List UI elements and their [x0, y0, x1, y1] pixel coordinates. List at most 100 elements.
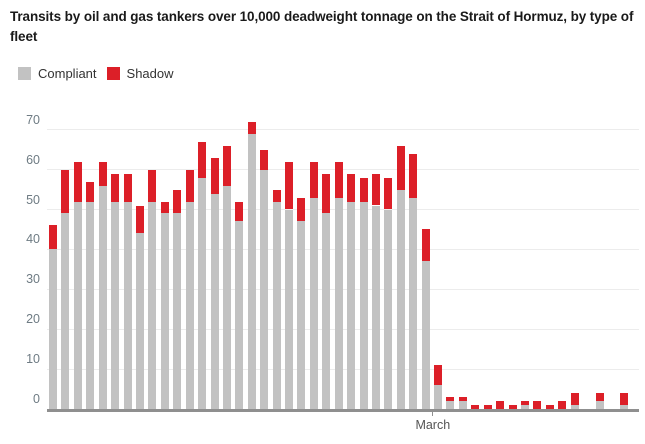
- bar-compliant-segment: [98, 185, 107, 409]
- bar-compliant-segment: [595, 401, 604, 409]
- gridline: [47, 248, 639, 250]
- bar-compliant-segment: [185, 201, 194, 409]
- bar-compliant-segment: [458, 401, 467, 409]
- legend: Compliant Shadow: [18, 66, 184, 81]
- bar-compliant-segment: [620, 405, 629, 409]
- bar-shadow-segment: [123, 173, 132, 202]
- bar-shadow-segment: [570, 393, 579, 405]
- bar-shadow-segment: [210, 157, 219, 194]
- bar-compliant-segment: [160, 213, 169, 409]
- y-axis-tick-label: 70: [26, 112, 40, 127]
- bar-compliant-segment: [334, 197, 343, 409]
- bar-shadow-segment: [446, 397, 455, 401]
- bar-shadow-segment: [496, 401, 505, 409]
- gridline: [47, 288, 639, 290]
- bar-shadow-segment: [198, 141, 206, 178]
- legend-label-shadow: Shadow: [126, 66, 174, 81]
- bar-compliant-segment: [173, 213, 182, 409]
- gridline: [47, 209, 639, 210]
- bar-shadow-segment: [347, 173, 356, 202]
- bar-shadow-segment: [409, 153, 418, 198]
- bar-shadow-segment: [595, 393, 604, 401]
- y-axis-tick-label: 20: [26, 312, 40, 327]
- legend-label-compliant: Compliant: [38, 66, 97, 81]
- bar-shadow-segment: [371, 173, 380, 206]
- bar-shadow-segment: [235, 201, 244, 222]
- bar-compliant-segment: [73, 201, 82, 409]
- bar-shadow-segment: [521, 401, 529, 405]
- bar-compliant-segment: [49, 249, 57, 409]
- bar-shadow-segment: [434, 365, 442, 386]
- bar-shadow-segment: [98, 161, 107, 186]
- legend-item-shadow: Shadow: [106, 66, 174, 81]
- bar-shadow-segment: [421, 229, 430, 262]
- bar-shadow-segment: [471, 405, 480, 409]
- bar-shadow-segment: [396, 145, 405, 190]
- bar-compliant-segment: [210, 193, 219, 409]
- bar-shadow-segment: [297, 197, 306, 222]
- bar-compliant-segment: [309, 197, 318, 409]
- bar-shadow-segment: [309, 161, 318, 198]
- chart-title: Transits by oil and gas tankers over 10,…: [10, 9, 634, 44]
- bar-shadow-segment: [160, 201, 169, 214]
- bar-shadow-segment: [458, 397, 467, 401]
- bar-shadow-segment: [272, 189, 281, 202]
- bar-shadow-segment: [620, 393, 629, 405]
- bar-compliant-segment: [570, 405, 579, 409]
- bar-shadow-segment: [260, 149, 269, 170]
- bar-compliant-segment: [446, 401, 455, 409]
- bar-shadow-segment: [247, 121, 256, 134]
- y-axis-tick-label: 10: [26, 352, 40, 367]
- gridline: [47, 169, 639, 171]
- bar-compliant-segment: [135, 233, 144, 409]
- bar-compliant-segment: [384, 209, 393, 409]
- bar-shadow-segment: [483, 405, 492, 409]
- bar-shadow-segment: [135, 205, 144, 234]
- bar-shadow-segment: [285, 161, 293, 210]
- x-axis-line: [47, 409, 639, 412]
- bar-shadow-segment: [185, 169, 194, 202]
- bar-compliant-segment: [272, 201, 281, 409]
- bar-compliant-segment: [434, 385, 442, 409]
- bar-compliant-segment: [421, 261, 430, 409]
- legend-item-compliant: Compliant: [18, 66, 97, 81]
- bar-compliant-segment: [297, 221, 306, 409]
- bar-shadow-segment: [558, 401, 567, 409]
- bar-compliant-segment: [235, 221, 244, 409]
- bar-shadow-segment: [73, 161, 82, 202]
- bar-shadow-segment: [173, 189, 182, 214]
- x-tick-mark: [431, 412, 433, 416]
- bar-compliant-segment: [322, 213, 331, 409]
- gridline: [47, 328, 639, 330]
- bar-compliant-segment: [396, 189, 405, 409]
- gridline: [47, 129, 639, 131]
- bar-shadow-segment: [61, 169, 70, 214]
- shadow-swatch-icon: [106, 67, 120, 80]
- bar-shadow-segment: [148, 169, 157, 202]
- bar-compliant-segment: [521, 405, 529, 409]
- bar-compliant-segment: [198, 177, 206, 409]
- bar-shadow-segment: [334, 161, 343, 198]
- bar-compliant-segment: [148, 201, 157, 409]
- y-axis-tick-label: 30: [26, 272, 40, 287]
- bar-shadow-segment: [359, 177, 368, 202]
- compliant-swatch-icon: [18, 67, 31, 80]
- bar-compliant-segment: [222, 185, 231, 409]
- bar-compliant-segment: [409, 197, 418, 409]
- y-axis-tick-label: 0: [33, 392, 40, 406]
- bar-shadow-segment: [533, 401, 542, 409]
- y-axis-tick-label: 60: [26, 152, 40, 167]
- bar-shadow-segment: [86, 181, 95, 202]
- bar-compliant-segment: [86, 201, 95, 409]
- bar-shadow-segment: [545, 405, 554, 409]
- bar-shadow-segment: [384, 177, 393, 210]
- bar-shadow-segment: [49, 225, 57, 250]
- y-axis-tick-label: 40: [26, 232, 40, 247]
- bar-compliant-segment: [123, 201, 132, 409]
- y-axis-tick-label: 50: [26, 192, 40, 207]
- bar-shadow-segment: [508, 405, 517, 409]
- bar-compliant-segment: [247, 133, 256, 409]
- bar-compliant-segment: [285, 209, 293, 409]
